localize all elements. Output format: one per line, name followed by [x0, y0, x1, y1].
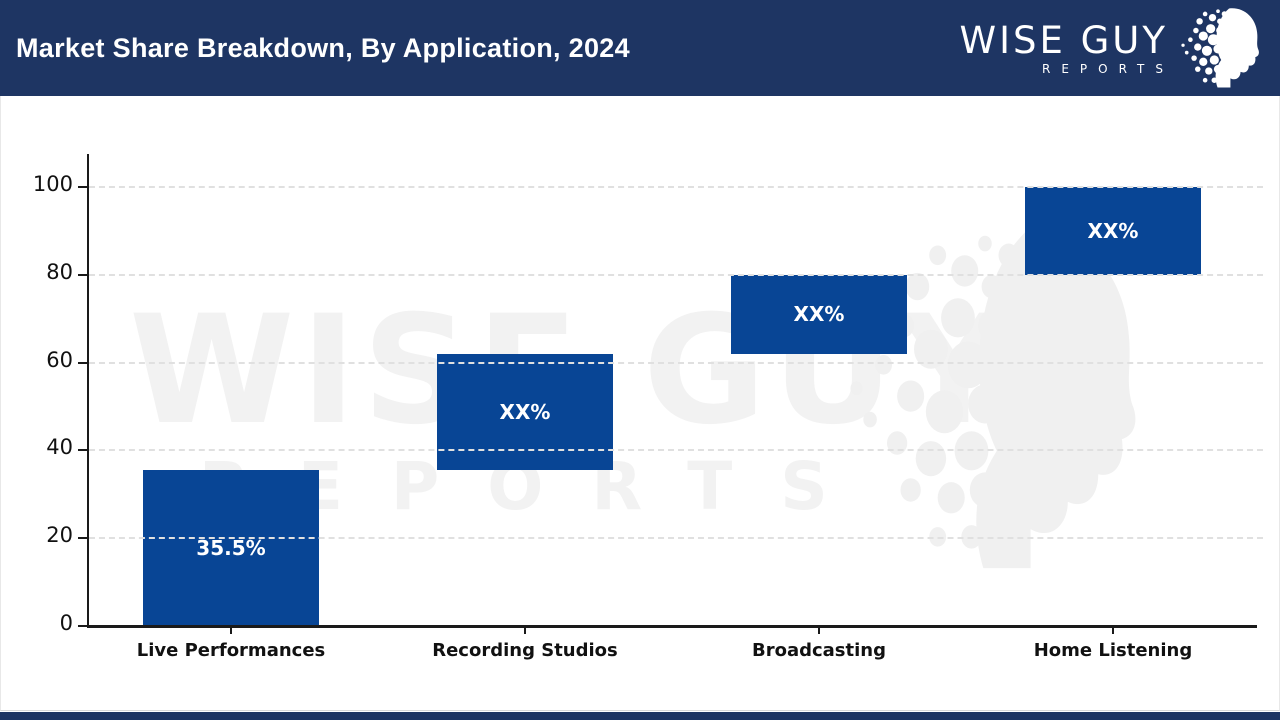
gridline-20: [89, 537, 1263, 540]
y-tick-mark: [78, 625, 87, 627]
footer-bar: [0, 712, 1280, 720]
y-tick-label: 20: [46, 523, 73, 548]
x-tick-label-home-listening: Home Listening: [1033, 640, 1193, 661]
gridline-60: [89, 361, 1263, 364]
y-tick-label: 60: [46, 347, 73, 372]
gridline-100: [89, 186, 1263, 188]
y-tick-mark: [78, 186, 87, 188]
y-tick-label: 100: [32, 172, 73, 196]
x-tick-mark: [818, 628, 820, 634]
bar-live-performances: 35.5%: [143, 470, 319, 626]
bar-value-label: XX%: [793, 302, 845, 327]
bar-home-listening: XX%: [1025, 187, 1201, 275]
y-tick-mark: [78, 537, 87, 540]
header-bar: Market Share Breakdown, By Application, …: [0, 0, 1280, 96]
logo-name: WISE GUY: [959, 18, 1168, 62]
page-title: Market Share Breakdown, By Application, …: [16, 32, 630, 63]
y-tick-mark: [78, 449, 87, 452]
gridline-40: [89, 449, 1263, 452]
x-tick-label-recording-studios: Recording Studios: [432, 640, 618, 661]
wiseguy-head-icon: [1172, 6, 1264, 90]
bar-recording-studios: XX%: [437, 353, 613, 471]
x-axis-line: [87, 625, 1257, 628]
bar-broadcasting: XX%: [731, 274, 907, 354]
logo-text: WISE GUY REPORTS: [960, 22, 1168, 75]
chart-canvas: WISE GUY REPORTS 35.5% XX% XX% XX% 0 20 40 60 80…: [0, 96, 1280, 711]
bar-value-label: XX%: [499, 399, 551, 424]
x-tick-label-broadcasting: Broadcasting: [752, 640, 886, 661]
y-tick-mark: [78, 273, 87, 276]
x-tick-mark: [1112, 628, 1114, 634]
logo-subtitle: REPORTS: [1041, 61, 1174, 76]
y-axis-line: [87, 154, 89, 628]
x-tick-mark: [230, 628, 232, 634]
wiseguy-logo: WISE GUY REPORTS: [960, 6, 1264, 90]
gridline-80: [89, 273, 1263, 276]
y-tick-mark: [78, 361, 87, 364]
bar-value-label: 35.5%: [196, 536, 266, 561]
x-tick-mark: [524, 628, 526, 634]
y-tick-label: 40: [46, 435, 73, 460]
y-tick-label: 0: [59, 611, 73, 635]
y-tick-label: 80: [46, 259, 73, 284]
bar-value-label: XX%: [1087, 218, 1139, 243]
x-tick-label-live-performances: Live Performances: [136, 640, 326, 661]
